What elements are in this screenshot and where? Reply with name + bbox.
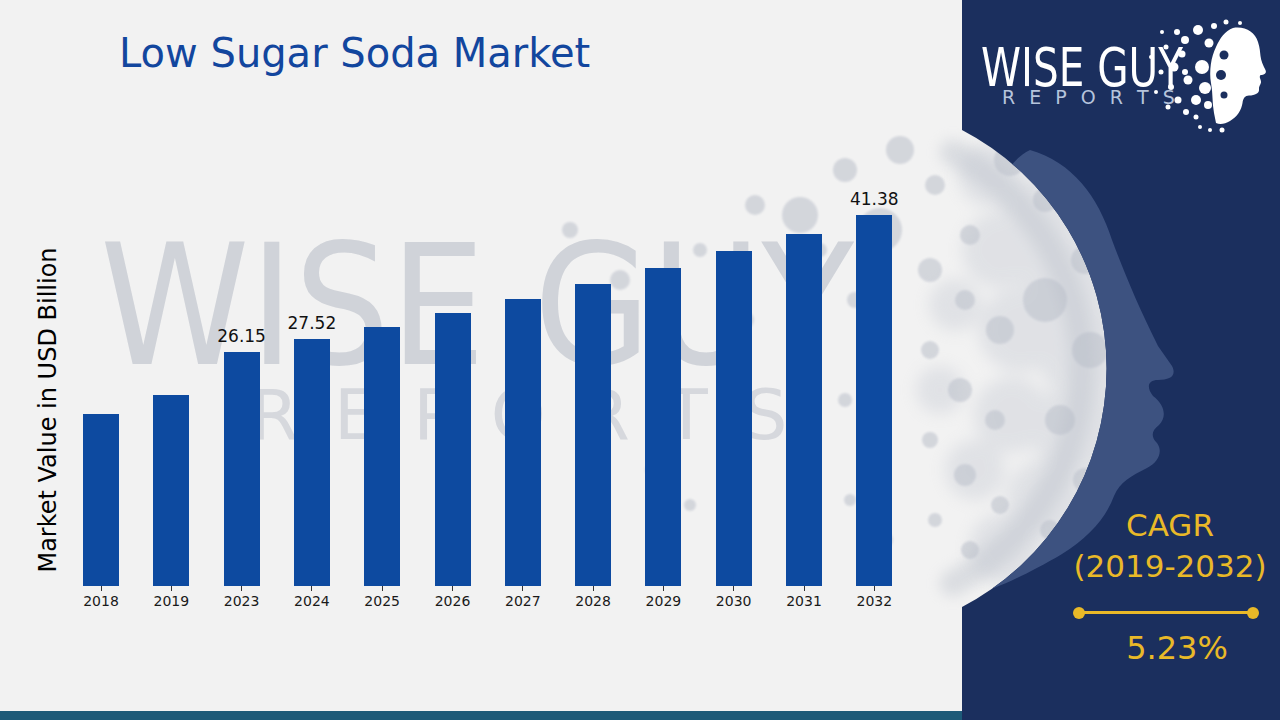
cagr-label: CAGR	[1060, 505, 1280, 546]
cagr-block: CAGR (2019-2032)	[1060, 505, 1280, 587]
logo-head-icon	[1130, 10, 1280, 140]
cagr-divider-line	[1078, 611, 1254, 614]
cagr-value: 5.23%	[1077, 629, 1277, 667]
y-axis-label: Market Value in USD Billion	[34, 247, 62, 572]
cagr-range: (2019-2032)	[1060, 546, 1280, 587]
chart-title: Low Sugar Soda Market	[119, 30, 590, 76]
